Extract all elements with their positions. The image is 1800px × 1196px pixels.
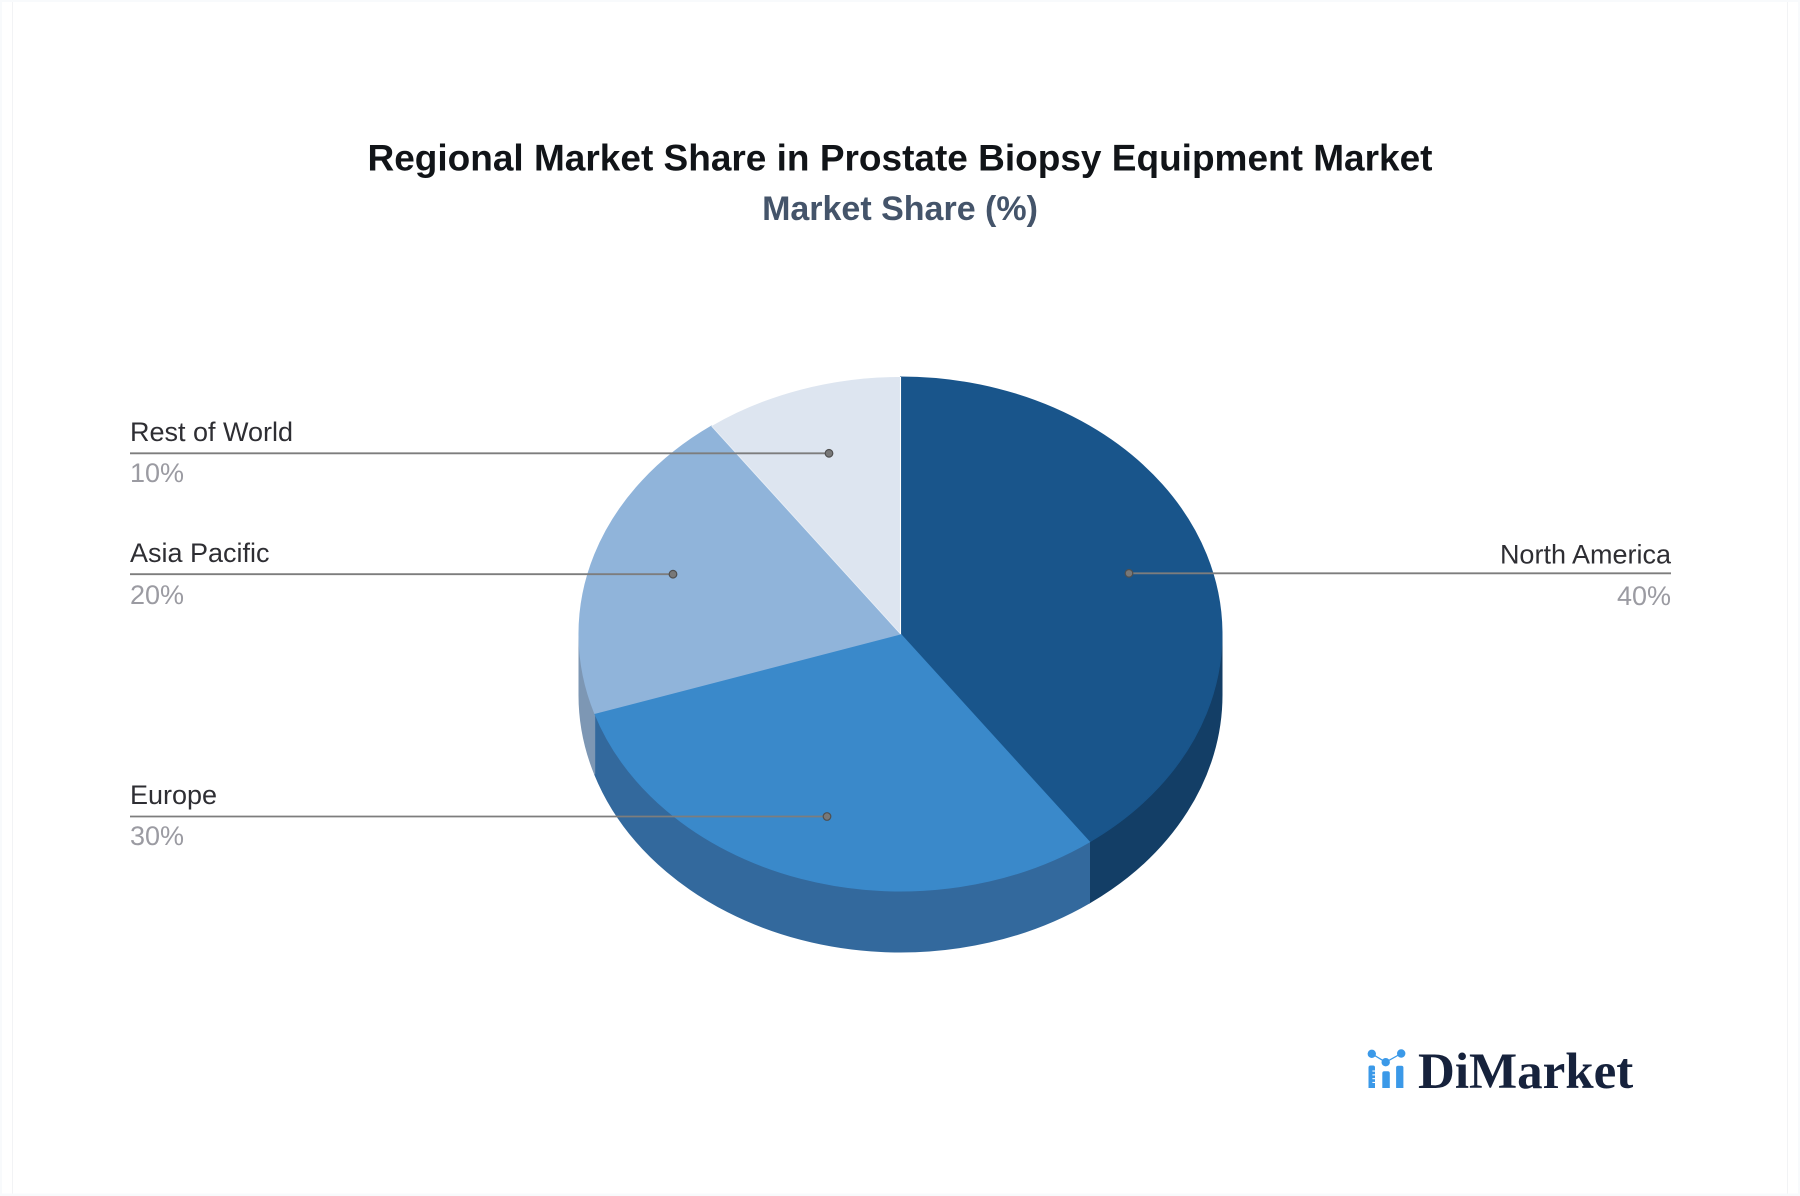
svg-text:North America: North America <box>1500 540 1672 570</box>
svg-text:Market Share (%): Market Share (%) <box>762 190 1038 228</box>
svg-text:DiMarket: DiMarket <box>1418 1044 1633 1100</box>
svg-text:10%: 10% <box>130 458 184 488</box>
svg-text:40%: 40% <box>1617 581 1671 611</box>
svg-text:Rest of World: Rest of World <box>130 417 293 447</box>
svg-text:Asia Pacific: Asia Pacific <box>130 538 270 568</box>
svg-text:20%: 20% <box>130 580 184 610</box>
svg-text:Regional Market Share in Prost: Regional Market Share in Prostate Biopsy… <box>367 138 1432 179</box>
svg-text:Europe: Europe <box>130 780 217 810</box>
svg-text:30%: 30% <box>130 821 184 851</box>
